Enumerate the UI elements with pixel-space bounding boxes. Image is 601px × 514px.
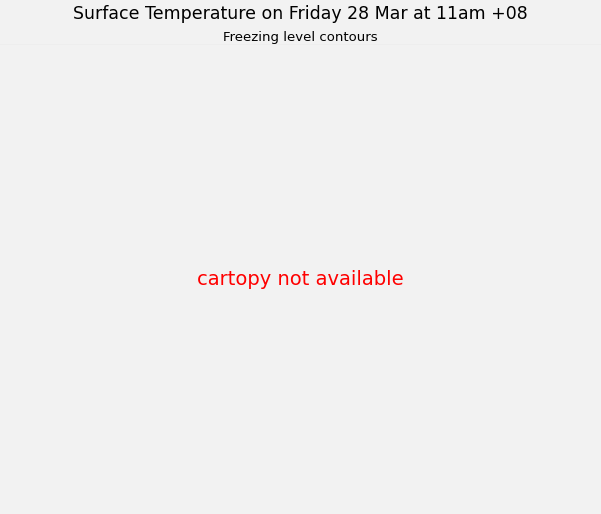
Text: cartopy not available: cartopy not available — [197, 270, 404, 289]
Text: Freezing level contours: Freezing level contours — [223, 31, 378, 44]
Text: Surface Temperature on Friday 28 Mar at 11am +08: Surface Temperature on Friday 28 Mar at … — [73, 5, 528, 23]
